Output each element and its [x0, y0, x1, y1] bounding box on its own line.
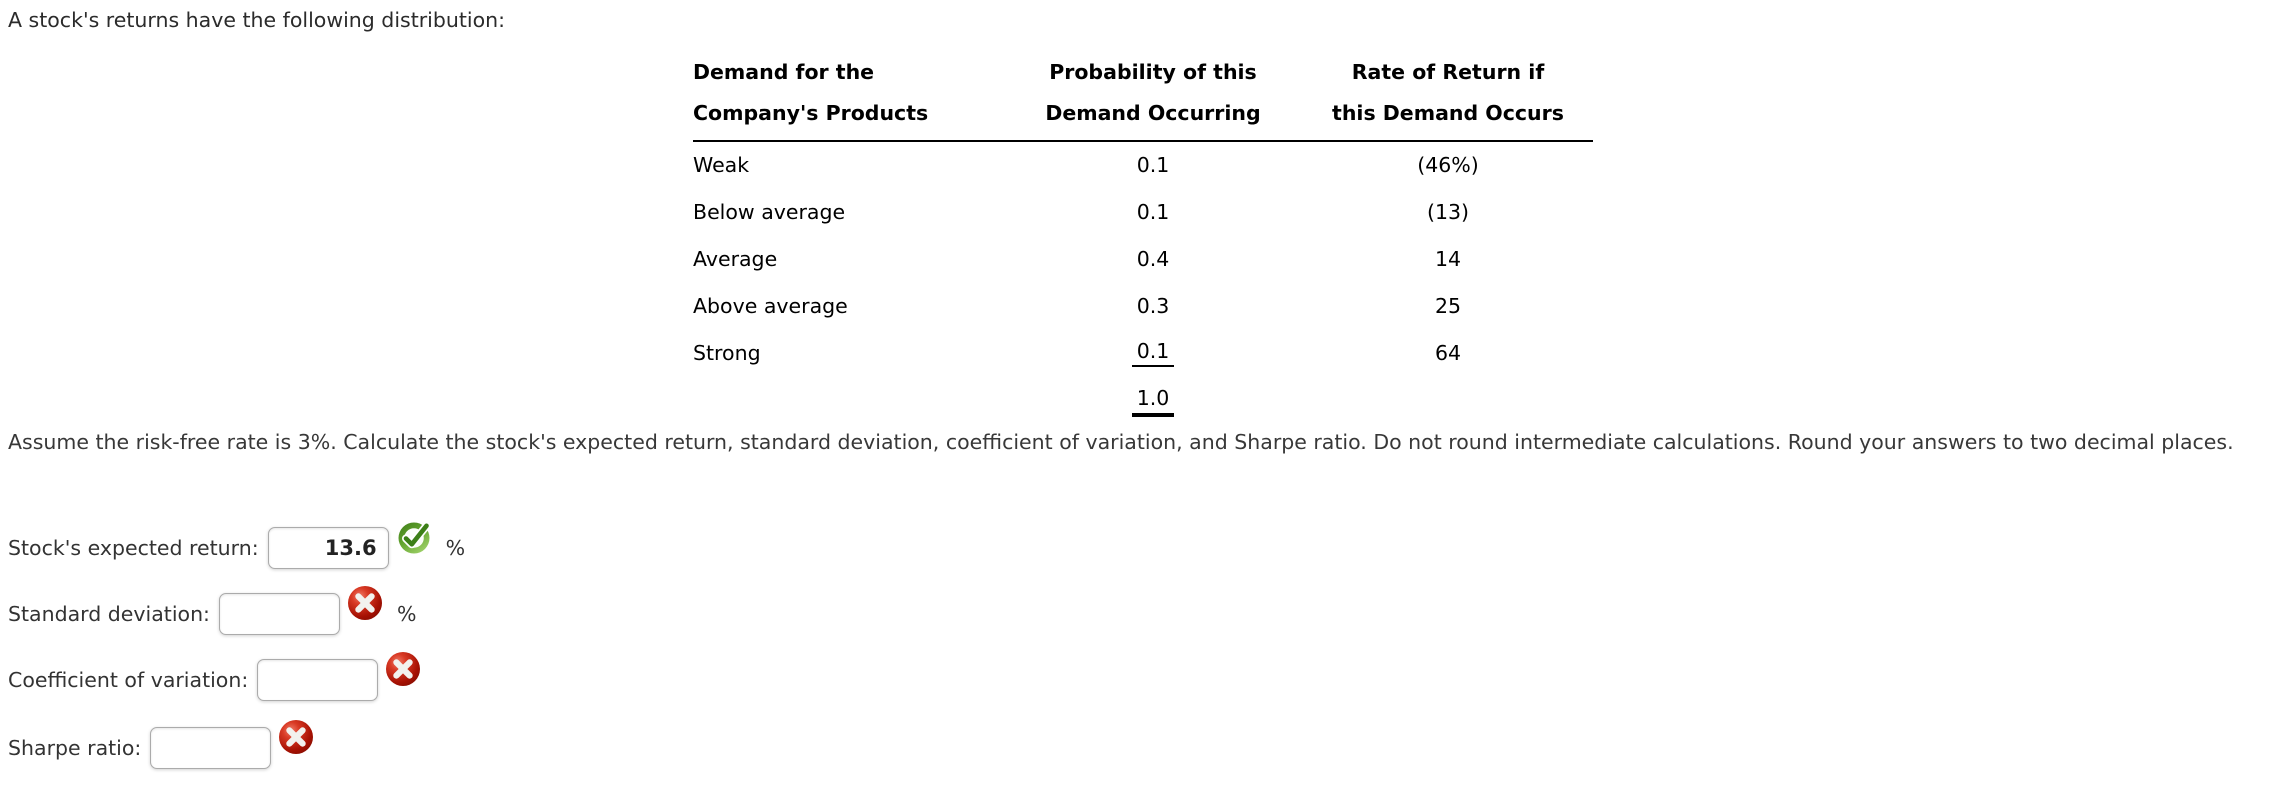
cell-probability: 0.4: [1136, 246, 1170, 271]
answer-row-coefficient-of-variation: Coefficient of variation:: [8, 652, 435, 701]
cell-probability-total: 1.0: [1003, 376, 1303, 426]
cell-probability: 0.1: [1136, 153, 1170, 177]
probability-total: 1.0: [1131, 386, 1175, 417]
percent-sign: %: [445, 536, 466, 560]
coefficient-of-variation-label: Coefficient of variation:: [8, 668, 249, 692]
cell-probability: 0.1: [1003, 329, 1303, 376]
header-demand-line2: Company's Products: [693, 101, 929, 125]
table-row-below-average: Below average 0.1 (13): [693, 188, 1593, 235]
cell-rate: 64: [1434, 340, 1462, 365]
expected-return-label: Stock's expected return:: [8, 536, 259, 560]
incorrect-icon: [386, 652, 421, 686]
answer-row-sharpe-ratio: Sharpe ratio:: [8, 720, 328, 769]
sharpe-ratio-input[interactable]: [150, 727, 272, 769]
cell-demand: Strong: [693, 340, 761, 365]
incorrect-icon: [347, 586, 382, 620]
cell-probability: 0.1: [1136, 199, 1170, 224]
standard-deviation-label: Standard deviation:: [8, 602, 210, 626]
table-row-total: 1.0: [693, 376, 1593, 426]
header-rate: Rate of Return if this Demand Occurs: [1303, 52, 1593, 142]
header-probability-line1: Probability of this: [1049, 60, 1257, 84]
correct-icon: [398, 521, 431, 554]
expected-return-input[interactable]: [267, 527, 389, 569]
header-probability: Probability of this Demand Occurring: [1003, 52, 1303, 142]
cell-rate: 25: [1434, 293, 1462, 318]
table-row-average: Average 0.4 14: [693, 235, 1593, 282]
answer-row-expected-return: Stock's expected return: %: [8, 521, 466, 569]
cell-demand: Weak: [693, 153, 750, 177]
question-intro: A stock's returns have the following dis…: [8, 8, 506, 32]
incorrect-icon: [279, 720, 314, 754]
header-rate-line2: this Demand Occurs: [1332, 101, 1564, 125]
header-rate-line1: Rate of Return if: [1351, 60, 1545, 84]
header-demand-line1: Demand for the: [693, 60, 875, 84]
percent-sign: %: [396, 602, 417, 626]
coefficient-of-variation-input[interactable]: [257, 659, 379, 701]
sharpe-ratio-label: Sharpe ratio:: [8, 736, 142, 760]
header-probability-line2: Demand Occurring: [1045, 101, 1261, 125]
cell-demand: Above average: [693, 293, 848, 318]
probability-underlined: 0.1: [1131, 339, 1175, 367]
cell-rate: (46%): [1417, 153, 1479, 177]
table-row-strong: Strong 0.1 64: [693, 329, 1593, 376]
cell-probability: 0.3: [1136, 293, 1170, 318]
cell-demand: Average: [693, 246, 778, 271]
header-demand: Demand for the Company's Products: [693, 52, 1003, 142]
cell-rate: 14: [1434, 246, 1462, 271]
question-instructions: Assume the risk-free rate is 3%. Calcula…: [8, 430, 2234, 454]
table-row-above-average: Above average 0.3 25: [693, 282, 1593, 329]
answer-row-standard-deviation: Standard deviation: %: [8, 586, 417, 635]
table-row-weak: Weak 0.1 (46%): [693, 141, 1593, 188]
cell-rate: (13): [1426, 199, 1470, 224]
standard-deviation-input[interactable]: [218, 593, 340, 635]
cell-demand: Below average: [693, 199, 846, 224]
distribution-table: Demand for the Company's Products Probab…: [693, 52, 1593, 426]
